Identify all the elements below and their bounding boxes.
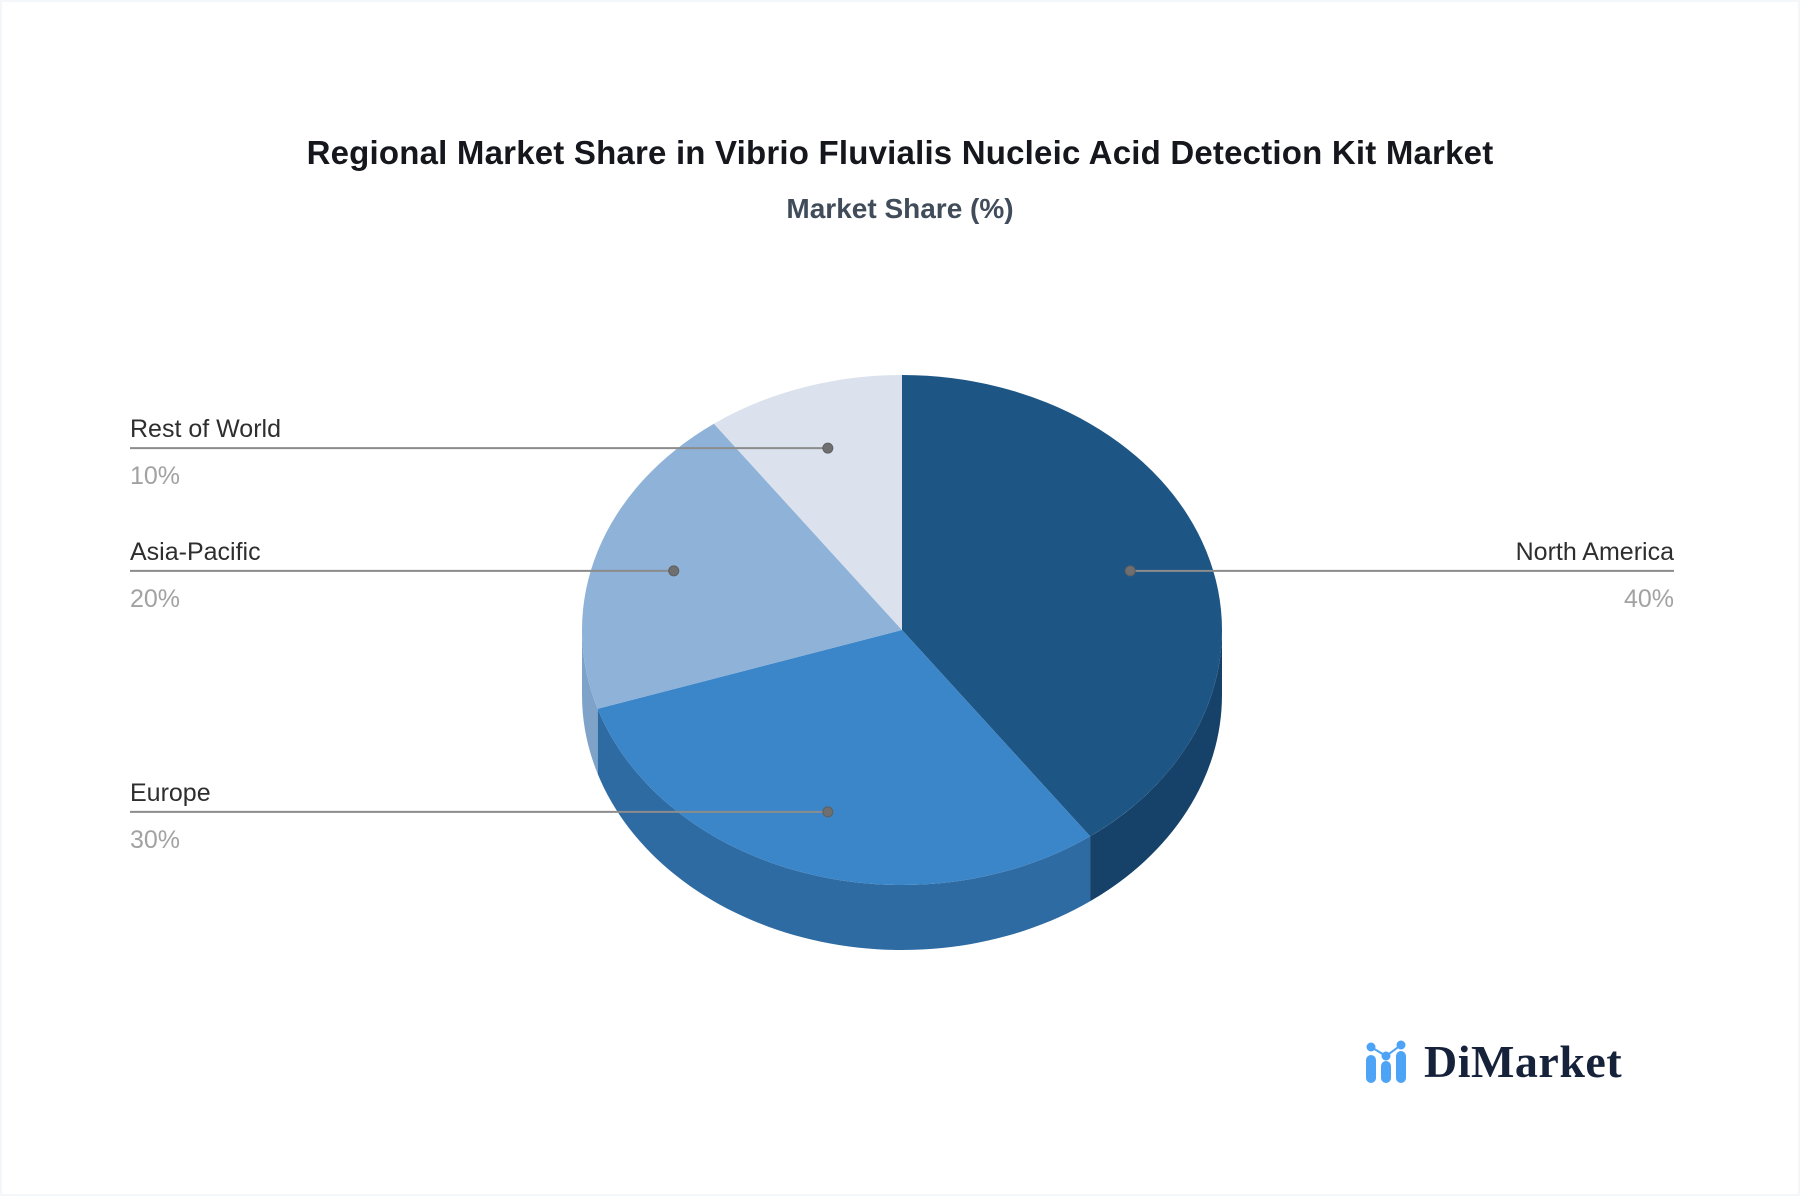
chart-subtitle: Market Share (%) [786,193,1014,224]
leader-dot-north-america [1124,565,1136,577]
pie-slice-side-europe [597,708,1091,951]
slice-label-asia-pacific: Asia-Pacific [130,538,261,566]
pie-slice-asia-pacific[interactable] [582,423,902,709]
slice-value-rest-of-world: 10% [130,462,180,490]
logo-dot-1 [1366,1042,1376,1052]
logo-text: DiMarket [1424,1036,1623,1087]
logo-bar-2 [1381,1061,1391,1083]
pie-slice-side-asia-pacific [582,630,598,774]
pie-slice-europe[interactable] [597,630,1091,886]
logo-bar-1 [1366,1055,1376,1083]
slice-label-rest-of-world: Rest of World [130,415,281,443]
leader-dot-europe [822,806,834,818]
slice-label-europe: Europe [130,779,211,807]
pie-slice-side-north-america [1090,630,1222,902]
dimarket-logo: DiMarket [1363,1038,1622,1086]
logo-dot-2 [1381,1051,1391,1061]
leader-dot-asia-pacific [668,565,680,577]
slice-label-north-america: North America [1516,538,1674,566]
leader-dot-rest-of-world [822,442,834,454]
chart-title: Regional Market Share in Vibrio Fluviali… [306,134,1494,171]
bar-line-chart-icon [1366,1040,1406,1083]
slice-value-europe: 30% [130,826,180,854]
logo-bar-3 [1396,1051,1406,1083]
slice-value-north-america: 40% [1624,585,1674,613]
slice-value-asia-pacific: 20% [130,585,180,613]
pie-slice-rest-of-world[interactable] [713,375,902,630]
pie-slice-north-america[interactable] [902,375,1222,837]
logo-dot-3 [1396,1040,1406,1050]
